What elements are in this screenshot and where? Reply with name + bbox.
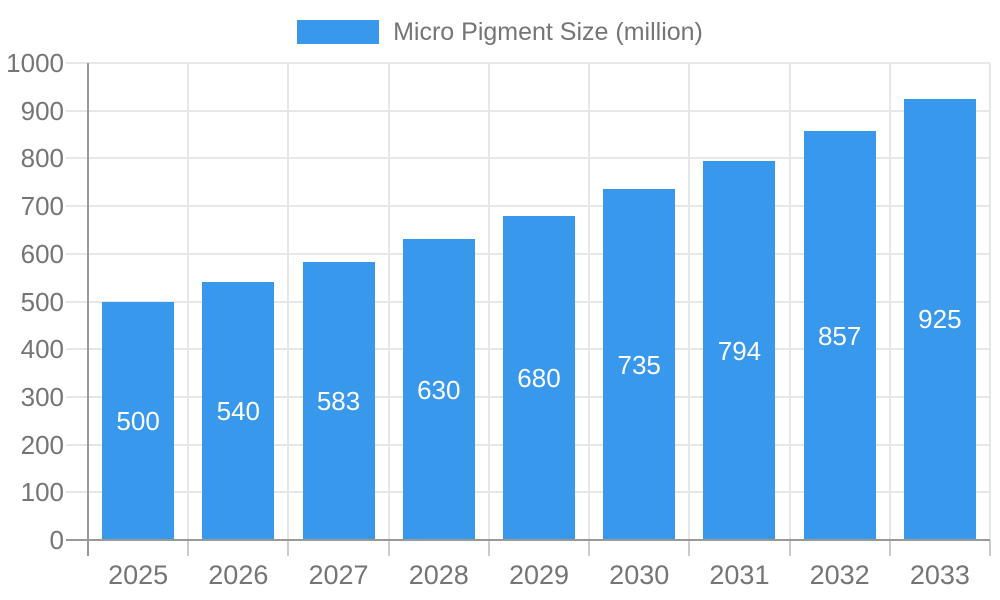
legend[interactable]: Micro Pigment Size (million) [0,15,1000,49]
bar[interactable] [603,189,676,540]
y-gridline [88,62,990,64]
y-axis-tick [66,443,88,446]
y-axis-tick-label: 300 [20,381,64,412]
x-axis-tick-label: 2032 [809,560,870,590]
y-axis-tick-label: 100 [20,477,64,508]
x-axis-tick-label: 2033 [909,560,970,590]
x-axis-tick [487,540,490,556]
bar-value-label: 583 [316,385,361,416]
bar[interactable] [202,282,275,540]
x-gridline [989,63,991,540]
bar[interactable] [102,301,175,540]
y-axis-tick [66,157,88,160]
x-gridline [187,63,190,540]
y-axis-tick [66,491,88,494]
x-gridline [387,63,390,540]
y-axis-line [87,63,89,556]
x-axis-tick-label: 2028 [408,560,469,590]
x-axis-tick [888,540,891,556]
y-axis-tick-label: 1000 [6,48,64,78]
bar-value-label: 680 [517,362,561,393]
bar-value-label: 500 [116,405,160,436]
y-axis-tick [66,252,88,255]
bar[interactable] [302,261,375,540]
y-axis-tick-label: 200 [20,429,64,460]
x-axis-tick [688,540,691,556]
x-gridline [788,63,791,540]
y-axis-tick [66,395,88,398]
y-axis-tick-label: 900 [20,95,64,126]
legend-swatch[interactable] [297,20,380,44]
y-axis-tick-label: 500 [20,286,64,317]
bar-value-label: 857 [817,320,862,351]
x-axis-tick [989,540,991,556]
x-axis-tick-label: 2026 [208,560,269,590]
y-axis-tick-label: 700 [20,191,64,222]
bar[interactable] [803,131,876,540]
y-gridline [88,157,990,160]
y-axis-tick-label: 0 [49,525,64,555]
x-axis-tick-label: 2030 [609,560,670,590]
x-axis-tick [588,540,591,556]
y-axis-tick [66,205,88,208]
bar-value-label: 540 [216,396,261,427]
y-axis-tick-label: 600 [20,238,64,269]
x-gridline [588,63,591,540]
bar[interactable] [703,161,776,540]
x-gridline [688,63,691,540]
x-axis-tick [187,540,190,556]
x-axis-tick [387,540,390,556]
x-axis-line [66,539,990,541]
x-gridline [287,63,290,540]
x-gridline [888,63,891,540]
bar[interactable] [903,98,976,540]
bar-value-label: 794 [717,335,762,366]
bar-value-label: 925 [918,304,962,335]
y-axis-tick-label: 400 [20,334,64,365]
bar-value-label: 630 [417,374,461,405]
x-axis-tick [788,540,791,556]
x-axis-tick-label: 2029 [508,560,570,590]
x-axis-tick-label: 2031 [709,560,770,590]
x-axis-tick-label: 2027 [308,560,369,590]
x-gridline [487,63,490,540]
y-axis-tick [66,62,88,64]
y-axis-tick [66,348,88,351]
y-axis-tick [66,300,88,303]
y-axis-tick-label: 800 [20,143,64,174]
bar[interactable] [503,215,575,540]
y-gridline [88,205,990,208]
y-axis-tick [66,109,88,112]
x-axis-tick [287,540,290,556]
y-gridline [88,109,990,112]
x-axis-tick-label: 2025 [108,560,169,590]
legend-label[interactable]: Micro Pigment Size (million) [393,17,703,46]
bar[interactable] [402,239,475,540]
bar-value-label: 735 [617,349,661,380]
